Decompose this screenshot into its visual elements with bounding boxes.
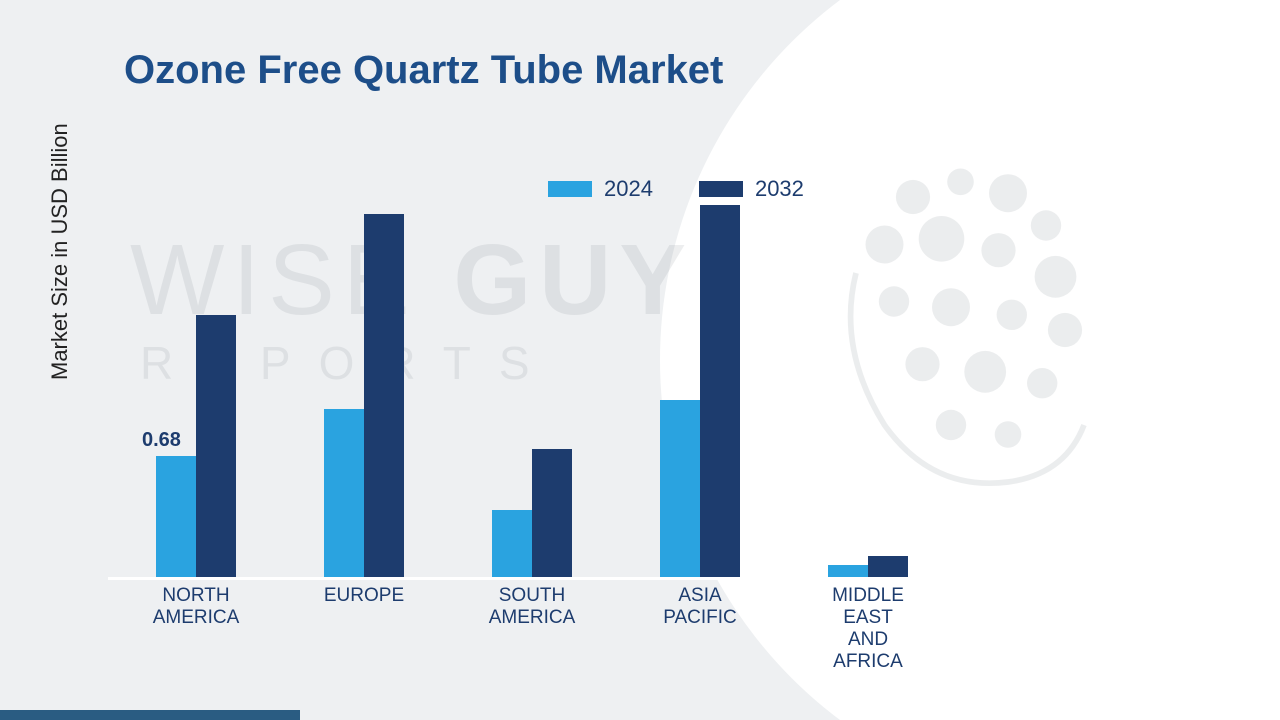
plot-area: 0.68NORTHAMERICAEUROPESOUTHAMERICAASIAPA… [108, 190, 948, 580]
bar-2024 [156, 456, 196, 577]
bar-2032 [364, 214, 404, 577]
brand-head-icon [1202, 24, 1250, 76]
bar-2032 [868, 556, 908, 577]
x-axis-label: MIDDLEEASTANDAFRICA [798, 585, 938, 672]
brand-logo: WISEGUY REPORTS [1043, 28, 1250, 89]
bar-2032 [532, 449, 572, 577]
bar-2024 [492, 510, 532, 577]
bottom-accent-bar [0, 710, 300, 720]
brand-line1: WISEGUY [1043, 28, 1250, 76]
y-axis-label: Market Size in USD Billion [47, 123, 73, 380]
brand-reports: REPORTS [1043, 74, 1250, 89]
bar-2032 [196, 315, 236, 577]
brand-wise: WISE [1043, 30, 1124, 63]
x-axis-label: SOUTHAMERICA [462, 585, 602, 629]
chart-title: Ozone Free Quartz Tube Market [124, 48, 723, 93]
bar-2024 [660, 400, 700, 577]
brand-guy: GUY [1124, 30, 1192, 63]
x-axis-label: EUROPE [294, 585, 434, 607]
bar-2024 [828, 565, 868, 577]
chart-card: WISE GUY REPORTS WISEGUY REPORTS Ozone F… [0, 0, 1280, 720]
x-axis-label: ASIAPACIFIC [630, 585, 770, 629]
x-axis-label: NORTHAMERICA [126, 585, 266, 629]
bar-value-label: 0.68 [142, 429, 181, 452]
bar-2024 [324, 409, 364, 577]
bar-2032 [700, 205, 740, 577]
